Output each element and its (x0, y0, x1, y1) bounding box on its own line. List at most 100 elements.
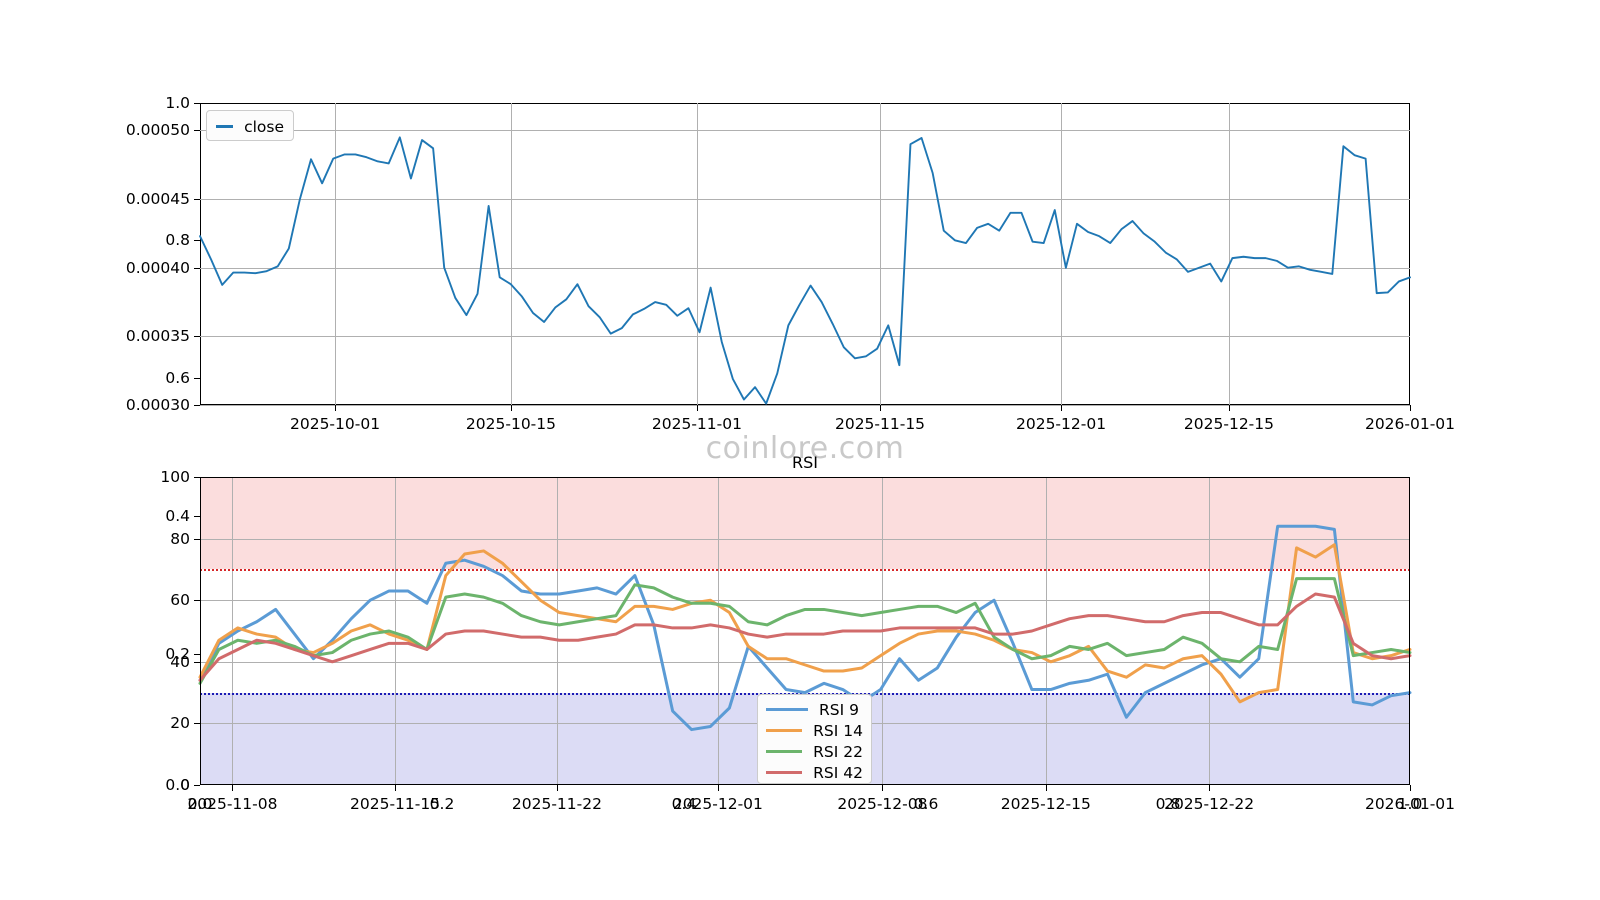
price-x-tick-label: 2025-12-01 (1015, 415, 1107, 433)
price-gridline-h (200, 336, 1410, 338)
price-y-tick (194, 199, 200, 201)
rsi-y-tick (194, 661, 200, 663)
rsi-x-tick (882, 785, 884, 791)
price-line-series (199, 136, 1411, 405)
legend-swatch-rsi22 (766, 750, 803, 753)
rsi-y-tick (194, 723, 200, 725)
rsi-x-tick (1045, 785, 1047, 791)
rsi-x-tick (232, 785, 234, 791)
legend-swatch-rsi9 (766, 708, 808, 711)
price-y-tick-label: 0.00030 (125, 396, 190, 414)
legend-label-rsi9: RSI 9 (819, 700, 859, 719)
price-x-tick-label: 2025-12-15 (1183, 415, 1275, 433)
overbought-band (200, 477, 1410, 570)
price-y-tick (194, 130, 200, 132)
rsi-y-tick-label: 60 (170, 591, 190, 610)
rsi-x-overlay-label: 0.8 (1155, 795, 1181, 813)
rsi-x-tick-label: 2026-01-01 (1364, 795, 1456, 813)
overbought-threshold-line (200, 569, 1410, 572)
price-x-tick (880, 405, 882, 411)
price-x-tick-label: 2026-01-01 (1364, 415, 1456, 433)
price-y-overlay-tick (194, 378, 200, 379)
rsi-y-tick-label: 100 (160, 468, 190, 486)
legend-label-rsi22: RSI 22 (813, 742, 863, 761)
price-x-tick (1410, 405, 1411, 411)
rsi-x-overlay-label: 1.0 (1397, 795, 1423, 813)
rsi-x-tick (1410, 785, 1411, 791)
rsi-y-tick-label: 80 (170, 529, 190, 548)
rsi-gridline-h (200, 600, 1410, 602)
legend-row-rsi42: RSI 42 (766, 762, 863, 783)
price-gridline-v (880, 103, 882, 405)
rsi-gridline-v (556, 477, 558, 785)
price-gridline-v (510, 103, 512, 405)
price-x-tick (510, 405, 512, 411)
price-gridline-v (1228, 103, 1230, 405)
price-chart-axes (199, 103, 1411, 406)
rsi-x-tick (1209, 785, 1211, 791)
rsi-y-overlay-tick (194, 785, 200, 786)
price-gridline-h (200, 130, 1410, 132)
price-gridline-h (200, 199, 1410, 201)
rsi-chart-title: RSI (792, 453, 818, 472)
rsi-y-overlay-label: 0.4 (165, 507, 190, 525)
rsi-x-tick (395, 785, 397, 791)
price-gridline-v (335, 103, 337, 405)
legend-swatch-rsi14 (766, 729, 803, 732)
legend-swatch-close (216, 125, 234, 128)
rsi-series-rsi14 (198, 543, 1412, 704)
legend-row-rsi9: RSI 9 (766, 699, 863, 720)
rsi-gridline-v (395, 477, 397, 785)
price-x-tick-label: 2025-11-15 (834, 415, 926, 433)
price-x-tick (335, 405, 337, 411)
price-y-tick (194, 267, 200, 269)
price-gridline-v (696, 103, 698, 405)
price-x-tick-label: 2025-10-01 (289, 415, 381, 433)
price-x-tick (696, 405, 698, 411)
rsi-y-overlay-label: 0.0 (165, 776, 190, 794)
price-x-tick-label: 2025-10-15 (465, 415, 557, 433)
rsi-gridline-h (200, 661, 1410, 663)
watermark-coinlore: coinlore.com (705, 431, 905, 466)
legend-label-rsi42: RSI 42 (813, 763, 863, 782)
price-x-tick (1228, 405, 1230, 411)
price-y-tick-label: 0.00040 (125, 258, 190, 277)
rsi-line-series (198, 524, 1412, 732)
price-plot-frame (200, 103, 1410, 405)
price-gridline-v (1061, 103, 1063, 405)
rsi-x-tick-label: 2025-12-22 (1164, 795, 1255, 813)
legend-swatch-rsi42 (766, 771, 803, 774)
price-y-overlay-tick (194, 240, 200, 241)
price-y-overlay-label: 0.8 (165, 231, 190, 249)
rsi-plot-frame (200, 477, 1410, 785)
rsi-gridline-v (1045, 477, 1047, 785)
price-y-tick-label: 0.00045 (125, 190, 190, 209)
price-y-tick (194, 405, 200, 406)
rsi-x-overlay-label: 0.2 (429, 795, 455, 813)
legend-label-close: close (244, 117, 284, 136)
price-x-tick (1061, 405, 1063, 411)
rsi-y-tick-label: 20 (170, 714, 190, 733)
rsi-x-overlay-label: 0.6 (913, 795, 939, 813)
rsi-gridline-h (200, 538, 1410, 540)
rsi-y-tick (194, 538, 200, 540)
rsi-series-rsi42 (198, 592, 1412, 682)
price-y-overlay-tick (194, 103, 200, 104)
legend-row-rsi14: RSI 14 (766, 720, 863, 741)
price-y-tick-label: 0.00050 (125, 121, 190, 140)
legend-row-rsi22: RSI 22 (766, 741, 863, 762)
price-y-tick-label: 0.00035 (125, 327, 190, 346)
rsi-y-tick-label: 0 (180, 776, 190, 794)
rsi-x-overlay-label: 0.4 (671, 795, 697, 813)
price-x-tick-label: 2025-11-01 (651, 415, 742, 433)
legend-label-rsi14: RSI 14 (813, 721, 863, 740)
rsi-legend: RSI 9 RSI 14 RSI 22 RSI 42 (757, 694, 872, 784)
price-y-overlay-label: 0.6 (165, 369, 190, 387)
rsi-y-tick (194, 477, 200, 478)
price-gridline-h (200, 267, 1410, 269)
rsi-y-overlay-tick (194, 516, 200, 517)
price-legend: close (206, 110, 294, 141)
rsi-series-rsi22 (198, 577, 1412, 685)
rsi-x-tick-label: 2025-11-22 (511, 795, 602, 813)
price-y-overlay-label: 1.0 (165, 94, 190, 112)
